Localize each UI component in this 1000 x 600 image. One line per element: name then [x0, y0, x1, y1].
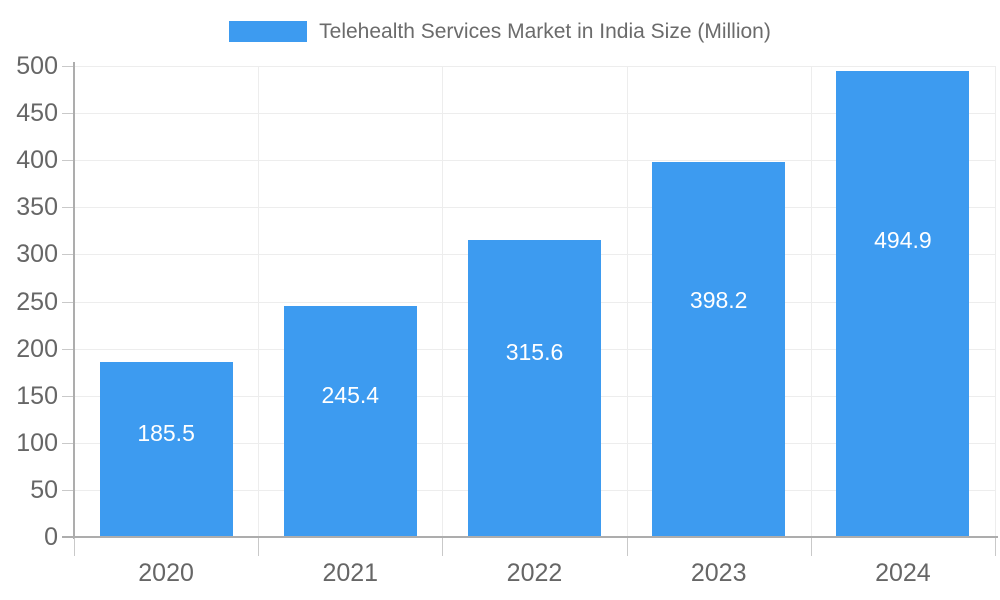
gridline-vertical [995, 66, 996, 537]
y-axis-tick [62, 66, 74, 67]
y-axis-tick-label: 400 [16, 146, 58, 175]
y-axis-tick-label: 50 [30, 475, 58, 504]
y-axis-tick-label: 200 [16, 334, 58, 363]
x-axis-tick [995, 538, 996, 556]
y-axis-labels: 0 50 100 150 200 250 300 350 400 450 500 [0, 0, 58, 600]
gridline-vertical [810, 66, 812, 537]
y-axis-tick [62, 254, 74, 256]
x-axis-line [62, 536, 998, 538]
legend-color-swatch-icon [229, 20, 308, 42]
y-axis-tick [62, 160, 74, 162]
legend-label: Telehealth Services Market in India Size… [319, 19, 771, 43]
y-axis-tick-label: 100 [16, 428, 58, 457]
y-axis-tick [62, 395, 74, 397]
bar-value-label: 185.5 [137, 419, 195, 446]
y-axis-tick [62, 348, 74, 350]
gridline-vertical [258, 66, 260, 537]
x-axis-label-2024: 2024 [875, 559, 931, 587]
bar-value-label: 494.9 [874, 227, 932, 254]
x-axis-label-2021: 2021 [322, 559, 379, 587]
gridline-vertical [626, 66, 628, 537]
y-axis-tick-label: 350 [16, 193, 58, 222]
bar-2021[interactable]: 245.4 [283, 305, 417, 537]
y-axis-tick-label: 0 [44, 523, 58, 551]
y-axis-tick [62, 301, 74, 303]
x-axis-label-2022: 2022 [506, 559, 563, 587]
y-axis-tick [62, 207, 74, 209]
x-axis-label-2020: 2020 [138, 559, 194, 587]
bar-2020[interactable]: 185.5 [99, 362, 233, 537]
legend-item-telehealth[interactable]: Telehealth Services Market in India Size… [229, 19, 771, 43]
y-axis-tick [62, 113, 74, 115]
x-axis-tick [74, 538, 75, 556]
gridline-vertical [442, 66, 444, 537]
y-axis-tick-label: 500 [16, 52, 58, 80]
x-axis-tick [258, 538, 260, 556]
bar-value-label: 245.4 [321, 382, 380, 409]
bar-2024[interactable]: 494.9 [836, 70, 970, 537]
bar-2023[interactable]: 398.2 [652, 161, 786, 537]
y-axis-tick-label: 450 [16, 99, 58, 128]
gridline-horizontal [74, 160, 995, 162]
y-axis-line [73, 62, 75, 539]
bar-value-label: 398.2 [689, 287, 748, 314]
x-axis-tick [810, 538, 812, 556]
plot-area: 185.5 245.4 315.6 398.2 494.9 [74, 66, 996, 538]
chart-legend: Telehealth Services Market in India Size… [0, 14, 1000, 48]
gridline-horizontal [74, 207, 995, 209]
gridline-horizontal [74, 66, 995, 67]
gridline-horizontal [74, 113, 995, 115]
x-axis-tick [626, 538, 628, 556]
y-axis-tick-label: 150 [16, 381, 58, 410]
y-axis-tick-label: 300 [16, 240, 58, 269]
x-axis-label-2023: 2023 [690, 559, 747, 587]
y-axis-tick-label: 250 [16, 287, 58, 316]
bar-2022[interactable]: 315.6 [468, 239, 601, 537]
y-axis-tick [62, 442, 74, 444]
x-axis-tick [442, 538, 444, 556]
y-axis-tick [62, 489, 74, 491]
bar-value-label: 315.6 [505, 338, 564, 365]
